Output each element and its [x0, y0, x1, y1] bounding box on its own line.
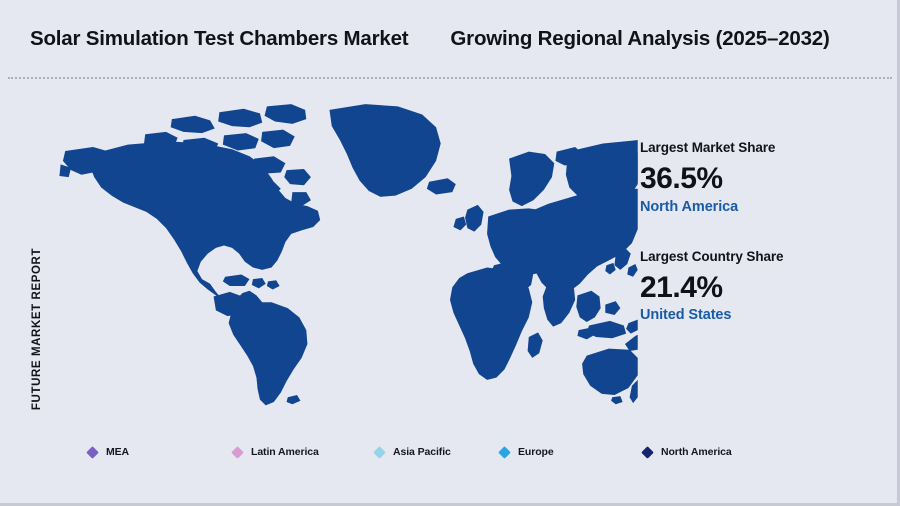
- legend-label: Asia Pacific: [393, 446, 451, 458]
- legend-label: MEA: [106, 446, 130, 458]
- header-divider: [8, 77, 892, 79]
- legend-item-asia-pacific: Asia Pacific: [373, 445, 500, 459]
- legend-label: North America: [661, 446, 732, 458]
- world-map-landmasses: [59, 104, 638, 406]
- page-subtitle: Growing Regional Analysis (2025–2032): [450, 27, 830, 50]
- world-map-svg: [59, 104, 638, 406]
- legend-item-north-america: North America: [641, 445, 732, 459]
- diamond-marker-icon: [373, 445, 386, 459]
- brand-side-label-text: FUTURE MARKET REPORT: [31, 247, 44, 411]
- brand-side-label: FUTURE MARKET REPORT: [27, 234, 47, 424]
- legend-label: Europe: [518, 446, 554, 458]
- stat-largest-market-share: Largest Market Share 36.5% North America: [640, 140, 880, 215]
- diamond-marker-icon: [498, 445, 511, 459]
- stat-value: 36.5%: [640, 162, 723, 195]
- stat-region: United States: [640, 307, 732, 323]
- stat-label: Largest Market Share: [640, 140, 776, 155]
- page-title: Solar Simulation Test Chambers Market: [30, 27, 409, 50]
- diamond-marker-icon: [86, 445, 99, 459]
- stat-largest-country-share: Largest Country Share 21.4% United State…: [640, 249, 880, 324]
- legend-item-latin-america: Latin America: [231, 445, 375, 459]
- diamond-marker-icon: [641, 445, 654, 459]
- stat-label: Largest Country Share: [640, 248, 784, 264]
- header-bar: Solar Simulation Test Chambers Market Gr…: [0, 0, 897, 78]
- legend-item-europe: Europe: [498, 445, 643, 459]
- map-legend: MEA Latin America Asia Pacific Europe No…: [86, 445, 788, 459]
- world-map: [58, 96, 638, 406]
- diamond-marker-icon: [231, 445, 244, 459]
- stats-panel: Largest Market Share 36.5% North America…: [640, 140, 880, 323]
- legend-item-mea: MEA: [86, 445, 233, 459]
- stat-value: 21.4%: [640, 270, 723, 304]
- legend-label: Latin America: [251, 446, 319, 458]
- stat-region: North America: [640, 198, 739, 215]
